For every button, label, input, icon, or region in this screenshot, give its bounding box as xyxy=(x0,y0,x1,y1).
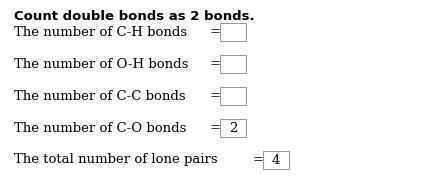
Text: 4: 4 xyxy=(272,153,280,166)
Text: =: = xyxy=(210,57,221,70)
Text: =: = xyxy=(210,89,221,103)
Text: The number of O-H bonds: The number of O-H bonds xyxy=(14,57,188,70)
Bar xyxy=(220,23,246,41)
Bar xyxy=(220,55,246,73)
Text: =: = xyxy=(253,153,264,166)
Text: =: = xyxy=(210,122,221,135)
Bar xyxy=(263,151,289,169)
Text: The number of C-C bonds: The number of C-C bonds xyxy=(14,89,186,103)
Text: The number of C-H bonds: The number of C-H bonds xyxy=(14,26,187,39)
Text: =: = xyxy=(210,26,221,39)
Bar xyxy=(220,87,246,105)
Text: The number of C-O bonds: The number of C-O bonds xyxy=(14,122,187,135)
Text: Count double bonds as 2 bonds.: Count double bonds as 2 bonds. xyxy=(14,10,254,23)
Bar xyxy=(220,119,246,137)
Text: The total number of lone pairs: The total number of lone pairs xyxy=(14,153,218,166)
Text: 2: 2 xyxy=(229,122,237,135)
